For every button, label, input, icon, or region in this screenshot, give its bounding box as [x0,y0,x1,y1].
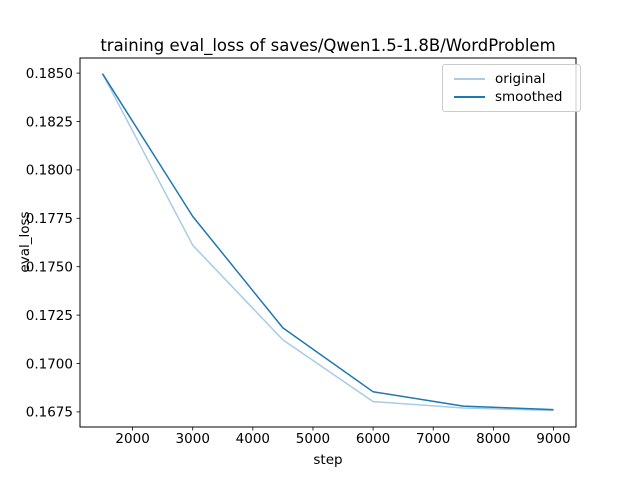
legend-line-sample-smoothed [454,96,485,98]
x-tick-label: 5000 [296,431,330,447]
series-line-smoothed [101,73,554,411]
y-tick-label: 0.1850 [26,66,73,82]
y-axis-label: eval_loss [17,211,33,273]
legend-item-smoothed: smoothed [454,88,580,106]
plot-border [79,57,577,428]
y-tick-label: 0.1700 [26,356,73,372]
legend-label-original: original [495,71,546,87]
y-tick-label: 0.1675 [26,405,73,421]
x-tick-label: 3000 [176,431,210,447]
chart-title: training eval_loss of saves/Qwen1.5-1.8B… [100,36,556,55]
legend-line-sample-original [454,78,485,80]
legend-label-smoothed: smoothed [495,89,563,105]
x-tick-label: 6000 [356,431,390,447]
x-tick-label: 9000 [536,431,570,447]
y-tick-label: 0.1775 [26,211,73,227]
y-tick-label: 0.1825 [26,114,73,130]
x-axis-label: step [313,452,343,468]
y-tick-label: 0.1750 [26,259,73,275]
x-tick-label: 2000 [115,431,149,447]
legend-item-original: original [454,70,580,88]
x-tick-label: 8000 [476,431,510,447]
legend: original smoothed [442,64,581,112]
x-tick-label: 4000 [236,431,270,447]
series-line-original [101,73,554,412]
x-tick-label: 7000 [416,431,450,447]
y-tick-label: 0.1800 [26,163,73,179]
y-tick-label: 0.1725 [26,308,73,324]
